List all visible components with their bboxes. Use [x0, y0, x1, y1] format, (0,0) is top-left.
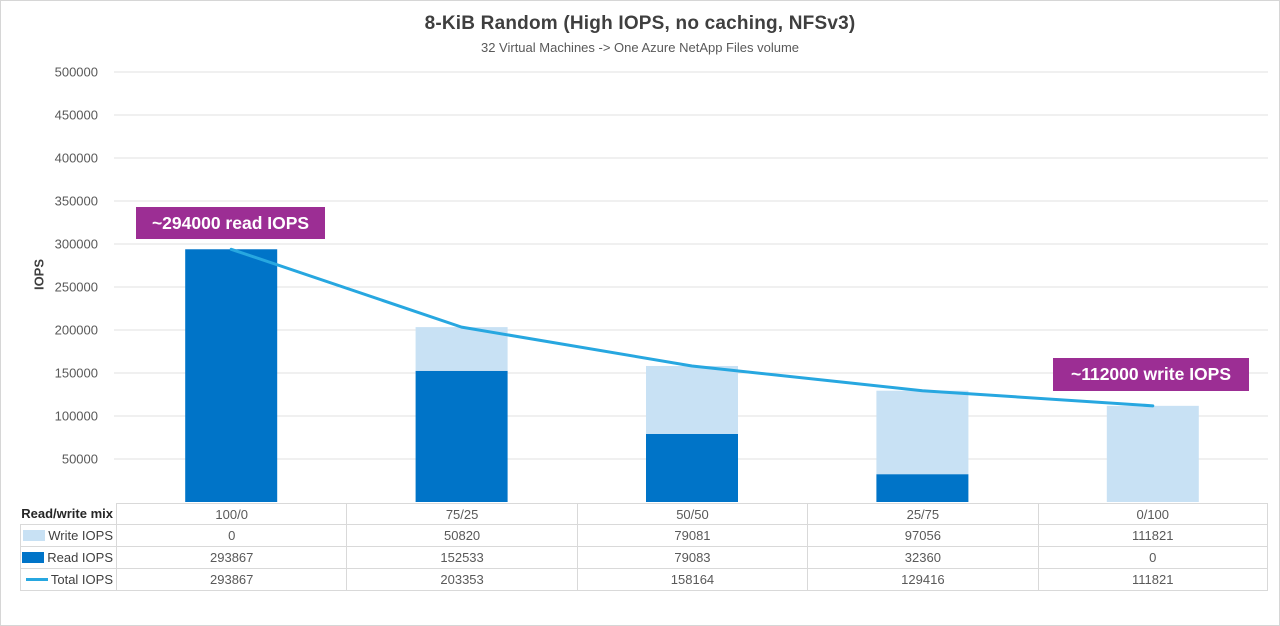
category-cell: 50/50 — [576, 503, 808, 525]
category-cell: 100/0 — [116, 503, 347, 525]
category-cell: 75/25 — [346, 503, 577, 525]
write-iops-bar — [415, 327, 508, 371]
value-cell: 129416 — [807, 569, 1038, 591]
y-tick-label: 100000 — [55, 409, 98, 424]
value-cell: 0 — [116, 525, 347, 547]
legend-swatch-write-iops — [23, 530, 46, 541]
series-label: Total IOPS — [50, 572, 113, 587]
category-cell: 25/75 — [807, 503, 1038, 525]
legend-swatch-read-iops — [22, 552, 45, 563]
chart-subtitle: 32 Virtual Machines -> One Azure NetApp … — [480, 40, 800, 55]
value-cell: 32360 — [807, 547, 1038, 569]
y-tick-label: 450000 — [55, 108, 98, 123]
y-tick-label: 150000 — [55, 366, 98, 381]
series-label-cell: Total IOPS — [20, 569, 116, 591]
write-iops-bar — [646, 365, 738, 434]
value-cell: 152533 — [346, 547, 577, 569]
y-tick-label: 500000 — [55, 65, 98, 80]
value-cell: 97056 — [807, 525, 1038, 547]
y-tick-label: 300000 — [55, 237, 98, 252]
write-iops-bar — [1106, 405, 1199, 502]
read-iops-bar — [646, 433, 738, 502]
value-cell: 0 — [1037, 547, 1268, 569]
series-label-cell: Read IOPS — [20, 547, 116, 569]
write-iops-bar — [876, 390, 969, 475]
series-label: Read IOPS — [47, 550, 113, 565]
chart-title: 8-KiB Random (High IOPS, no caching, NFS… — [424, 13, 856, 34]
value-cell: 158164 — [576, 569, 808, 591]
value-cell: 293867 — [116, 547, 347, 569]
value-cell: 203353 — [346, 569, 577, 591]
y-tick-label: 350000 — [55, 194, 98, 209]
read-iops-bar — [415, 370, 508, 502]
annotation-write-iops: ~112000 write IOPS — [1053, 358, 1249, 391]
category-cell: 0/100 — [1037, 503, 1268, 525]
value-cell: 79081 — [576, 525, 808, 547]
read-iops-bar — [185, 249, 278, 502]
y-tick-label: 400000 — [55, 151, 98, 166]
annotation-read-iops: ~294000 read IOPS — [136, 207, 325, 239]
table-row-header: Read/write mix — [20, 503, 116, 525]
y-tick-label: 50000 — [62, 452, 98, 467]
value-cell: 293867 — [116, 569, 347, 591]
total-iops-line — [229, 247, 1155, 408]
read-iops-bar — [876, 474, 969, 502]
y-tick-label: 250000 — [55, 280, 98, 295]
series-label: Write IOPS — [48, 528, 113, 543]
value-cell: 111821 — [1037, 569, 1268, 591]
legend-swatch-total-iops — [25, 578, 48, 581]
value-cell: 50820 — [346, 525, 577, 547]
value-cell: 79083 — [576, 547, 808, 569]
series-label-cell: Write IOPS — [20, 525, 116, 547]
data-table: Read/write mix 100/0 75/25 50/50 25/75 0/100 W… — [20, 503, 1268, 591]
y-tick-label: 200000 — [55, 323, 98, 338]
value-cell: 111821 — [1037, 525, 1268, 547]
